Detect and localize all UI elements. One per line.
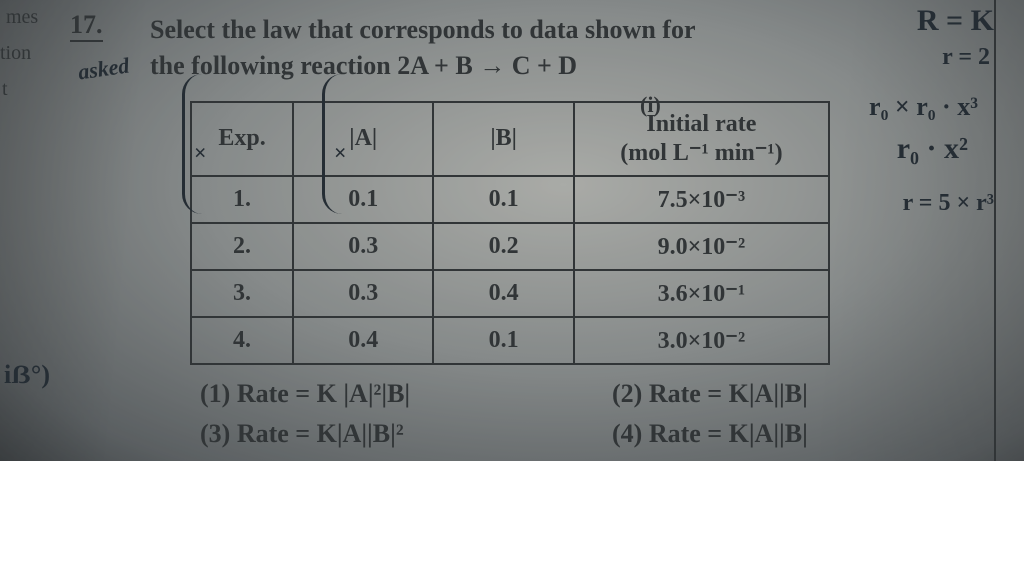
cell-b: 0.1 (433, 317, 573, 364)
annotation-roman-i: (i) (640, 92, 661, 118)
table-row: 4. 0.4 0.1 3.0×10⁻² (191, 317, 829, 364)
cell-a: 0.3 (293, 223, 433, 270)
page-content: mes tion t iẞ°) 17. Select the law that … (0, 0, 1024, 461)
cell-a: 0.3 (293, 270, 433, 317)
option-4: (4) Rate = K|A||B| (612, 419, 984, 449)
scribble-mid: r = 2 (942, 44, 990, 71)
option-2: (2) Rate = K|A||B| (612, 379, 984, 409)
question-line1: Select the law that corresponds to data … (150, 15, 696, 44)
bracket-x2: × (334, 140, 347, 166)
table-row: 2. 0.3 0.2 9.0×10⁻² (191, 223, 829, 270)
cell-exp: 3. (191, 270, 293, 317)
margin-scribble: iẞ°) (4, 360, 50, 390)
cell-a: 0.1 (293, 176, 433, 223)
scribble-top: R = K (917, 4, 994, 38)
cell-rate: 3.6×10⁻¹ (574, 270, 829, 317)
margin-text-2: tion (0, 42, 31, 65)
cell-exp: 4. (191, 317, 293, 364)
margin-text-1: mes (6, 6, 38, 29)
data-table-wrap: × × Exp. |A| |B| Initial rate (mol L⁻¹ m… (190, 101, 830, 365)
cell-exp: 2. (191, 223, 293, 270)
cell-b: 0.4 (433, 270, 573, 317)
table-row: 3. 0.3 0.4 3.6×10⁻¹ (191, 270, 829, 317)
table-row: 1. 0.1 0.1 7.5×10⁻³ (191, 176, 829, 223)
left-margin: mes tion t iẞ°) (0, 0, 70, 461)
bracket-x: × (194, 140, 207, 166)
cell-b: 0.1 (433, 176, 573, 223)
scribble-calc3: r = 5 × r³ (903, 190, 994, 217)
question-number: 17. (70, 10, 103, 40)
cell-rate: 7.5×10⁻³ (574, 176, 829, 223)
data-table: Exp. |A| |B| Initial rate (mol L⁻¹ min⁻¹… (190, 101, 830, 365)
right-page-edge (994, 0, 1024, 461)
col-header-rate: Initial rate (mol L⁻¹ min⁻¹) (574, 102, 829, 176)
answer-options: (1) Rate = K |A|²|B| (2) Rate = K|A||B| … (200, 379, 984, 449)
col-header-a: |A| (293, 102, 433, 176)
scribble-calc1: r₀ × r₀ · x³ (869, 92, 978, 122)
question-line2: the following reaction 2A + B → C + D (150, 51, 577, 80)
option-1: (1) Rate = K |A|²|B| (200, 379, 572, 409)
question-text: Select the law that corresponds to data … (150, 12, 984, 85)
margin-text-3: t (2, 78, 8, 101)
cell-a: 0.4 (293, 317, 433, 364)
cell-rate: 3.0×10⁻² (574, 317, 829, 364)
table-header-row: Exp. |A| |B| Initial rate (mol L⁻¹ min⁻¹… (191, 102, 829, 176)
col-header-b: |B| (433, 102, 573, 176)
option-3: (3) Rate = K|A||B|² (200, 419, 572, 449)
cell-rate: 9.0×10⁻² (574, 223, 829, 270)
annotation-asked: asked (76, 53, 130, 86)
scribble-calc2: r₀ · x² (897, 132, 968, 166)
cell-b: 0.2 (433, 223, 573, 270)
